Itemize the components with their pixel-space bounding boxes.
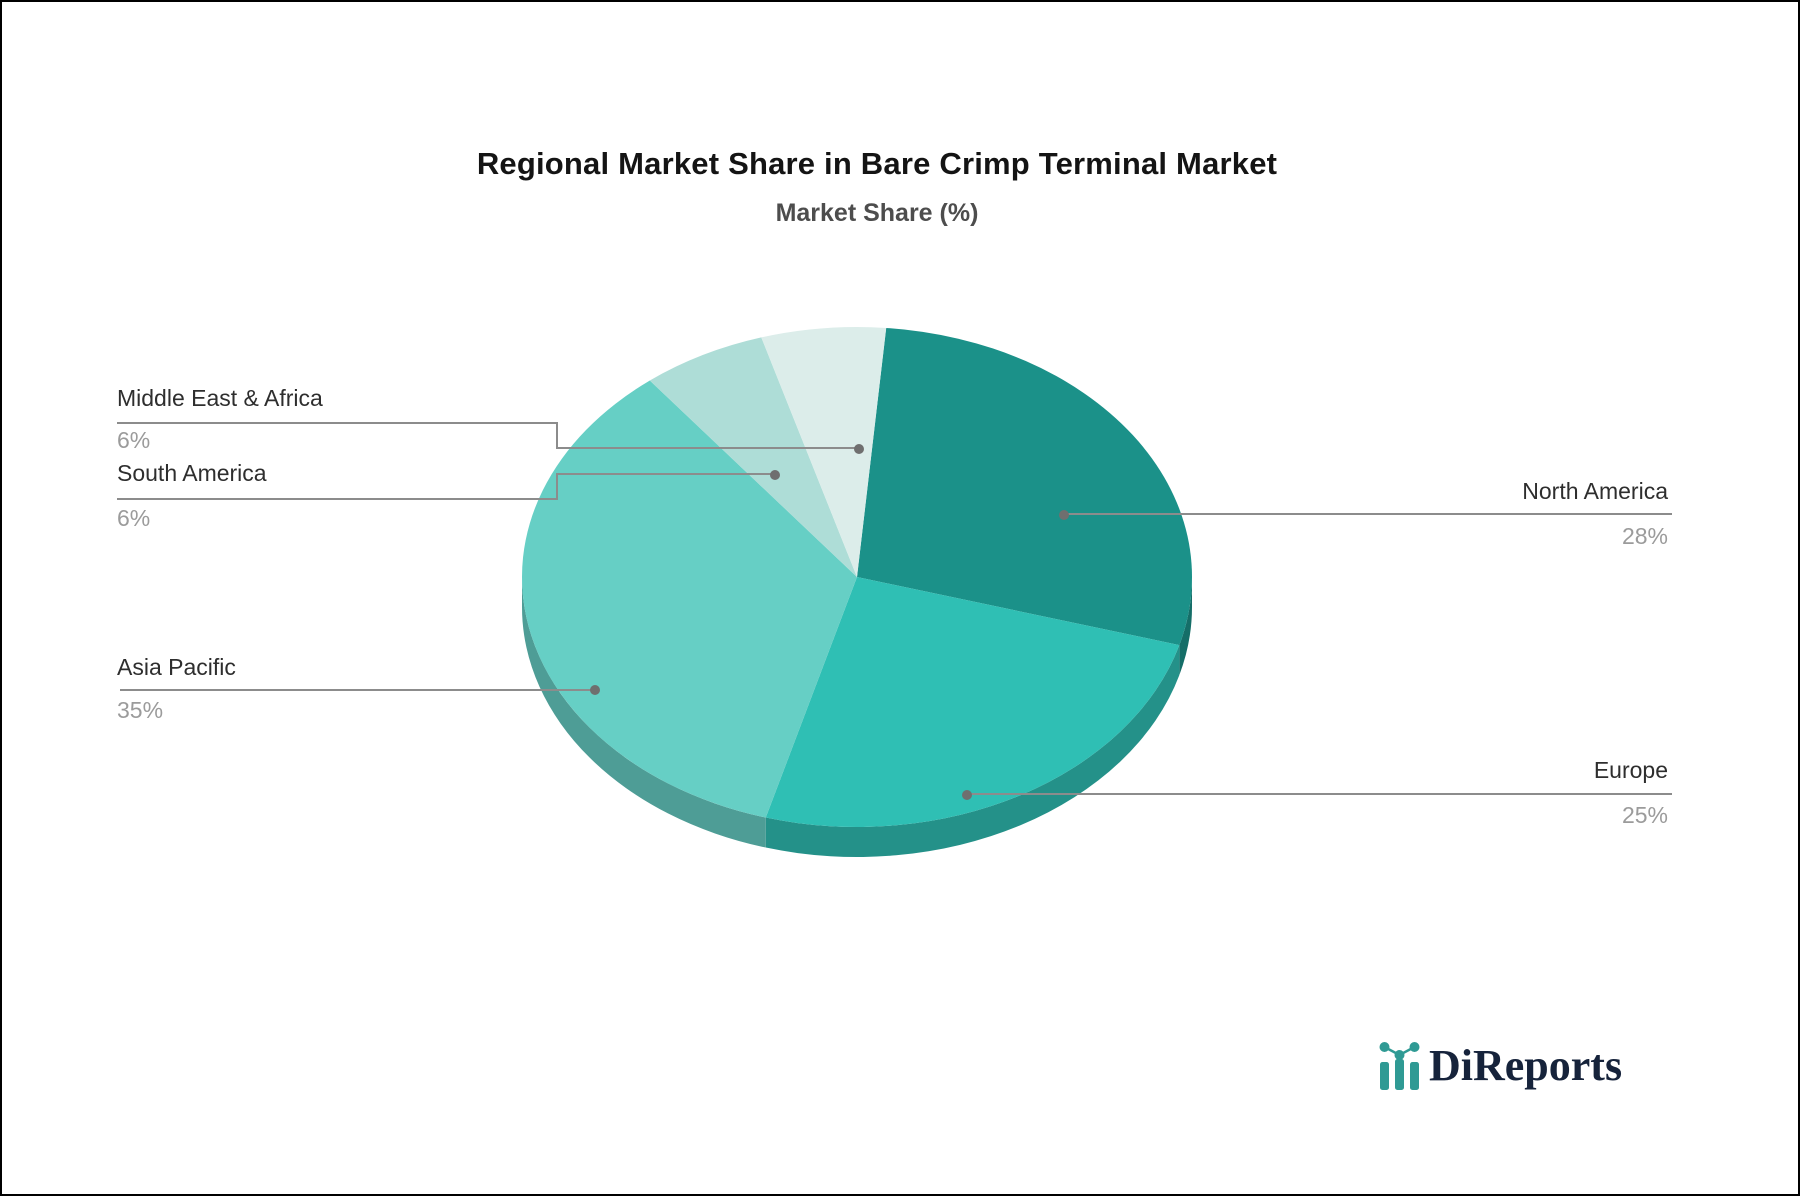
pie-slice-rim-north-america [1179,577,1192,676]
direports-logo-icon [1379,1042,1420,1090]
slice-label-south-america: South America [117,460,267,486]
leader-dot-middle-east-africa [854,444,864,454]
chart-subtitle: Market Share (%) [775,199,979,227]
pie-slice-europe[interactable] [765,577,1180,827]
leader-line-south-america [117,473,775,500]
pie-slice-south-america[interactable] [649,337,857,577]
pie-slice-rim-asia-pacific [522,577,766,848]
slice-value-middle-east-africa: 6% [117,427,151,453]
leader-dot-europe [962,790,972,800]
slice-value-south-america: 6% [117,505,151,531]
direports-logo-text: DiReports [1429,1041,1623,1090]
pie-slice-rim-europe [765,645,1180,857]
slice-value-asia-pacific: 35% [117,697,164,723]
pie-slice-middle-east-africa[interactable] [761,327,887,577]
slice-label-europe: Europe [1593,757,1668,783]
pie-slice-north-america[interactable] [857,327,1193,646]
slice-label-asia-pacific: Asia Pacific [117,654,236,680]
chart-title: Regional Market Share in Bare Crimp Term… [476,146,1278,181]
slice-label-middle-east-africa: Middle East & Africa [117,385,323,411]
slice-label-north-america: North America [1522,478,1668,504]
title-block: Regional Market Share in Bare Crimp Term… [2,146,1752,228]
pie-slice-asia-pacific[interactable] [521,380,857,818]
leader-dot-south-america [770,470,780,480]
leader-dot-asia-pacific [590,685,600,695]
leader-line-middle-east-africa [117,422,859,449]
slice-value-north-america: 28% [1621,523,1668,549]
direports-logo: DiReports [1378,1040,1622,1092]
slice-value-europe: 25% [1621,802,1668,828]
leader-dot-north-america [1059,510,1069,520]
